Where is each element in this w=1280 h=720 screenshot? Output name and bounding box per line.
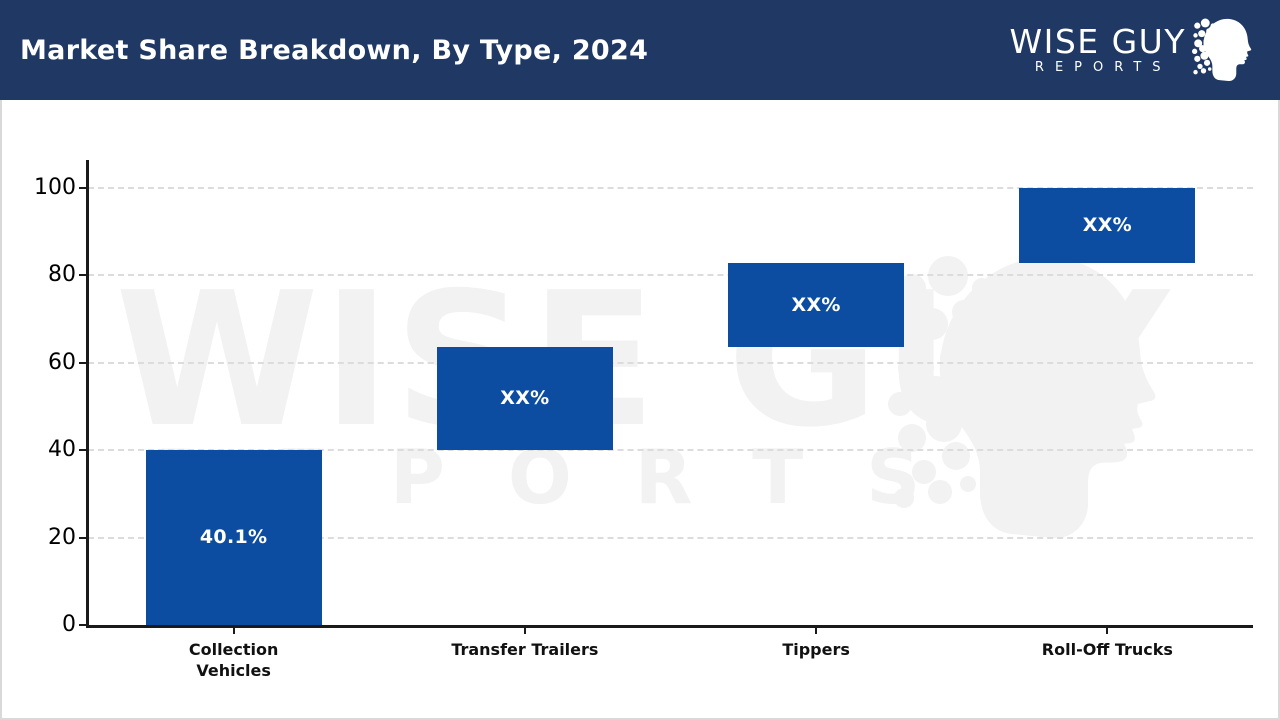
gridline-y-60 — [88, 361, 1253, 364]
gridline-y-40 — [88, 449, 1253, 451]
bar-tippers: XX% — [728, 263, 905, 348]
header-bar: Market Share Breakdown, By Type, 2024 WI… — [0, 0, 1280, 100]
y-tick-label: 0 — [62, 612, 76, 637]
y-tick-mark — [79, 274, 88, 276]
y-tick-label: 100 — [34, 174, 76, 200]
x-category-label-line: Roll-Off Trucks — [1041, 640, 1173, 659]
x-category-label-line: Collection — [188, 640, 279, 659]
x-tick-mark — [815, 626, 818, 634]
x-axis-line — [86, 625, 1253, 628]
y-tick-label: 80 — [48, 262, 76, 287]
x-category-label-transfer-trailers: Transfer Trailers — [405, 639, 645, 660]
gridline-y-80 — [88, 274, 1253, 276]
y-tick-mark — [79, 186, 88, 189]
bar-roll-off-trucks: XX% — [1019, 187, 1196, 264]
logo-wise-guy-text: WISE GUY — [1009, 21, 1186, 61]
dotted-head-profile-icon — [1192, 18, 1252, 82]
x-tick-mark — [232, 626, 235, 634]
x-tick-mark — [1106, 626, 1109, 634]
y-tick-mark — [79, 624, 88, 626]
logo-reports-text: REPORTS — [1034, 60, 1172, 76]
y-tick-label: 60 — [48, 349, 76, 375]
y-tick-mark — [79, 449, 88, 451]
bar-value-label: 40.1% — [199, 526, 268, 549]
y-tick-label: 40 — [48, 437, 76, 462]
x-tick-mark — [523, 626, 526, 634]
page-title: Market Share Breakdown, By Type, 2024 — [20, 34, 649, 66]
x-category-label-roll-off-trucks: Roll-Off Trucks — [987, 639, 1227, 660]
y-tick-mark — [79, 536, 88, 539]
x-category-label-line: Vehicles — [196, 661, 271, 680]
gridline-y-100 — [88, 186, 1253, 189]
x-category-label-collection-vehicles: Collection Vehicles — [114, 639, 354, 681]
x-category-label-line: Tippers — [782, 640, 850, 659]
bar-value-label: XX% — [791, 294, 841, 317]
y-tick-mark — [79, 361, 88, 364]
logo-text: WISE GUY REPORTS — [1009, 21, 1186, 76]
y-tick-label: 20 — [48, 524, 76, 550]
bar-transfer-trailers: XX% — [436, 347, 613, 450]
wise-guy-reports-logo: WISE GUY REPORTS — [1009, 8, 1254, 92]
bar-value-label: XX% — [500, 387, 550, 410]
x-category-label-line: Transfer Trailers — [451, 640, 599, 659]
bar-collection-vehicles: 40.1% — [145, 449, 322, 625]
x-category-label-tippers: Tippers — [696, 639, 936, 660]
y-axis-line — [86, 160, 89, 627]
bar-value-label: XX% — [1082, 214, 1132, 237]
watermark-dotted-head-icon — [888, 256, 1156, 539]
gridline-y-20 — [88, 536, 1253, 539]
